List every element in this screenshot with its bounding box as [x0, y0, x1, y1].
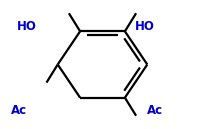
Text: Ac: Ac	[11, 104, 27, 117]
Text: HO: HO	[17, 20, 37, 33]
Text: Ac: Ac	[147, 104, 163, 117]
Text: HO: HO	[134, 20, 154, 33]
